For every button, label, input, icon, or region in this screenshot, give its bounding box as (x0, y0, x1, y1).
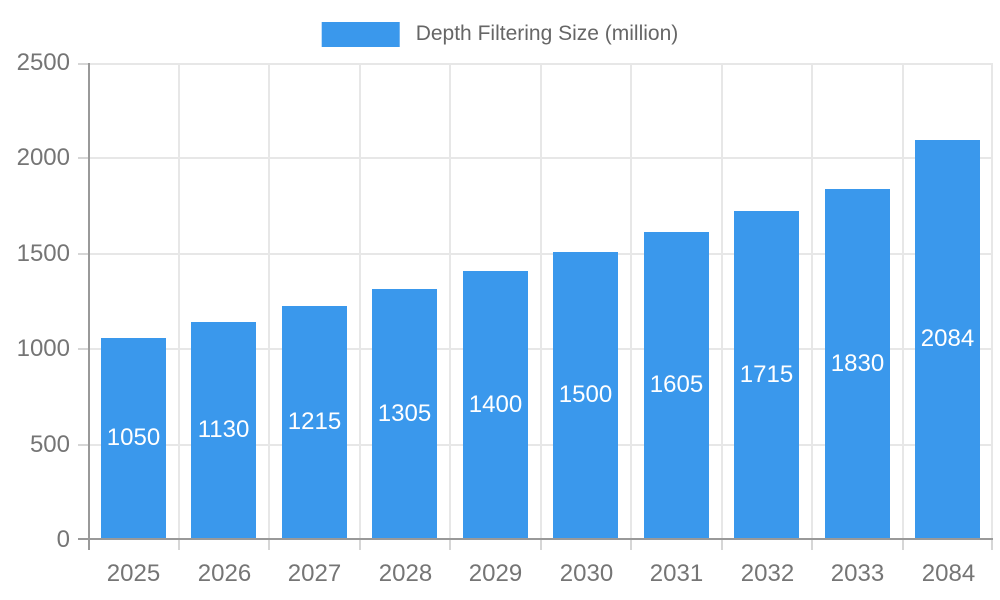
y-tick (78, 348, 88, 351)
plot-area: 1050 1130 1215 1305 1400 1500 1605 1715 1830 2084… (78, 63, 993, 587)
bar-value-label: 1715 (739, 360, 794, 388)
y-tick-label: 1000 (16, 335, 70, 363)
y-tick (78, 157, 88, 160)
x-gridline (721, 63, 723, 540)
x-gridline (359, 63, 361, 540)
x-tick (811, 540, 813, 550)
bar-value-label: 2084 (920, 325, 975, 352)
bar: 1715 (734, 211, 799, 538)
x-tick (630, 540, 632, 550)
x-tick (991, 540, 993, 550)
y-tick-label: 2500 (16, 49, 70, 76)
bar-value-label: 1215 (287, 408, 342, 435)
bar: 1215 (282, 306, 347, 538)
x-tick (449, 540, 451, 550)
x-gridline (540, 63, 542, 540)
x-gridline (449, 63, 451, 540)
x-tick (268, 540, 270, 550)
x-gridline (811, 63, 813, 540)
bar: 1400 (463, 271, 528, 538)
y-tick (78, 443, 88, 446)
x-tick-label: 2032 (740, 560, 795, 587)
bar: 1050 (101, 338, 166, 538)
x-gridline (991, 63, 993, 540)
bar: 1305 (372, 289, 437, 538)
legend: Depth Filtering Size (million) (321, 20, 679, 48)
bar-value-label: 1305 (377, 399, 432, 427)
y-tick-label: 500 (29, 430, 70, 458)
x-tick (902, 540, 904, 550)
bar-value-label: 1130 (197, 416, 250, 443)
x-axis-line (78, 538, 993, 540)
x-tick (359, 540, 361, 550)
x-tick-label: 2029 (468, 560, 523, 587)
x-gridline (268, 63, 270, 540)
bar: 1500 (553, 252, 618, 538)
x-tick-label: 2026 (197, 560, 252, 587)
bar-value-label: 1050 (106, 424, 161, 451)
y-axis-labels: 0 500 1000 1500 2000 2500 (0, 49, 70, 553)
x-tick (721, 540, 723, 550)
legend-swatch (321, 21, 400, 47)
y-axis-line (88, 63, 90, 550)
bar-value-label: 1400 (468, 390, 523, 418)
x-tick-label: 2031 (649, 560, 704, 587)
y-tick-label: 1500 (16, 239, 70, 267)
legend-item[interactable]: Depth Filtering Size (million) (321, 21, 679, 47)
bar: 1130 (191, 322, 256, 538)
x-gridline (630, 63, 632, 540)
x-gridline (178, 63, 180, 540)
y-tick (78, 252, 88, 255)
x-tick-label: 2033 (830, 560, 885, 587)
bar: 1605 (644, 232, 709, 538)
y-tick-label: 0 (56, 526, 70, 553)
x-gridline (902, 63, 904, 540)
x-tick-label: 2084 (921, 560, 976, 587)
legend-label: Depth Filtering Size (million) (415, 22, 679, 45)
x-tick-label: 2028 (378, 560, 433, 587)
x-tick-label: 2027 (287, 560, 342, 587)
y-tick-label: 2000 (16, 144, 70, 172)
x-tick-label: 2025 (106, 560, 161, 587)
bar-value-label: 1500 (558, 381, 613, 408)
bar: 1830 (825, 189, 890, 538)
bar-value-label: 1830 (830, 349, 885, 377)
bar: 2084 (915, 140, 980, 538)
x-tick (540, 540, 542, 550)
x-tick (178, 540, 180, 550)
x-tick-label: 2030 (559, 560, 614, 587)
y-tick (78, 63, 88, 65)
bar-value-label: 1605 (649, 371, 704, 398)
